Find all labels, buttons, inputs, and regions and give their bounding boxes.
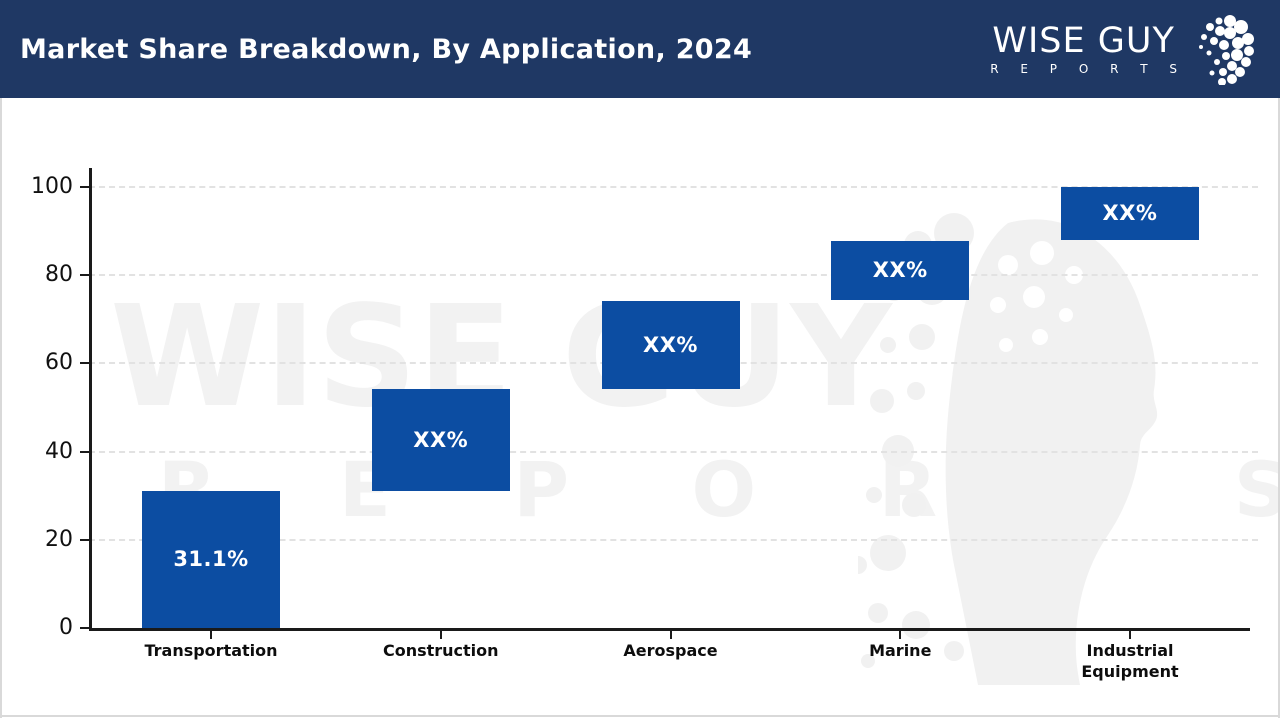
card-bottom-border [0, 715, 1280, 717]
y-axis-tick-label: 0 [59, 615, 73, 640]
category-label-aerospace: Aerospace [623, 641, 718, 660]
y-axis-tick [80, 538, 89, 541]
category-label-industrial-equipment: Industrial Equipment [1081, 641, 1179, 681]
brand-name: WISE GUY [992, 20, 1175, 61]
y-axis-tick-label: 20 [45, 526, 73, 552]
bar-aerospace: XX% [601, 301, 740, 390]
y-axis-tick [80, 186, 89, 188]
y-axis-line [89, 168, 92, 631]
card-right-border [1278, 98, 1280, 718]
x-axis-tick [899, 631, 902, 639]
y-axis-tick-label: 100 [31, 174, 73, 199]
gridline-100 [89, 186, 1258, 188]
header-bar: Market Share Breakdown, By Application, … [0, 0, 1280, 98]
x-axis-line [89, 628, 1250, 631]
card-left-border [0, 98, 2, 718]
brand-logo-text: WISE GUY R E P O R T S [981, 23, 1186, 76]
brand-face-icon [1199, 15, 1254, 85]
bar-transportation: 31.1% [142, 490, 280, 628]
bar-value-label: XX% [413, 428, 469, 453]
gridline-40 [89, 450, 1258, 453]
y-axis-tick [80, 274, 89, 277]
x-axis-tick [210, 631, 212, 639]
bar-construction: XX% [371, 389, 510, 491]
category-label-marine: Marine [869, 641, 932, 660]
y-axis-tick-label: 40 [45, 438, 73, 464]
gridline-20 [89, 538, 1258, 541]
x-axis-tick [439, 631, 442, 639]
x-axis-tick [1129, 631, 1131, 639]
gridline-80 [89, 274, 1258, 277]
category-label-construction: Construction [382, 641, 499, 660]
category-label-transportation: Transportation [144, 641, 278, 660]
y-axis-tick-label: 60 [45, 350, 73, 376]
bar-value-label: XX% [872, 258, 928, 283]
y-axis-tick [80, 627, 89, 629]
bar-value-label: 31.1% [173, 547, 249, 572]
y-axis-tick [80, 450, 89, 453]
brand-subtitle: R E P O R T S [990, 61, 1186, 76]
bar-industrial-equipment: XX% [1061, 187, 1199, 240]
x-axis-tick [669, 631, 672, 639]
bar-value-label: XX% [1102, 201, 1158, 226]
y-axis-tick [80, 362, 89, 365]
bar-marine: XX% [831, 240, 970, 300]
y-axis-tick-label: 80 [45, 262, 73, 288]
page-title: Market Share Breakdown, By Application, … [20, 33, 753, 65]
brand-logo: WISE GUY R E P O R T S [981, 13, 1254, 85]
bar-value-label: XX% [643, 333, 698, 358]
